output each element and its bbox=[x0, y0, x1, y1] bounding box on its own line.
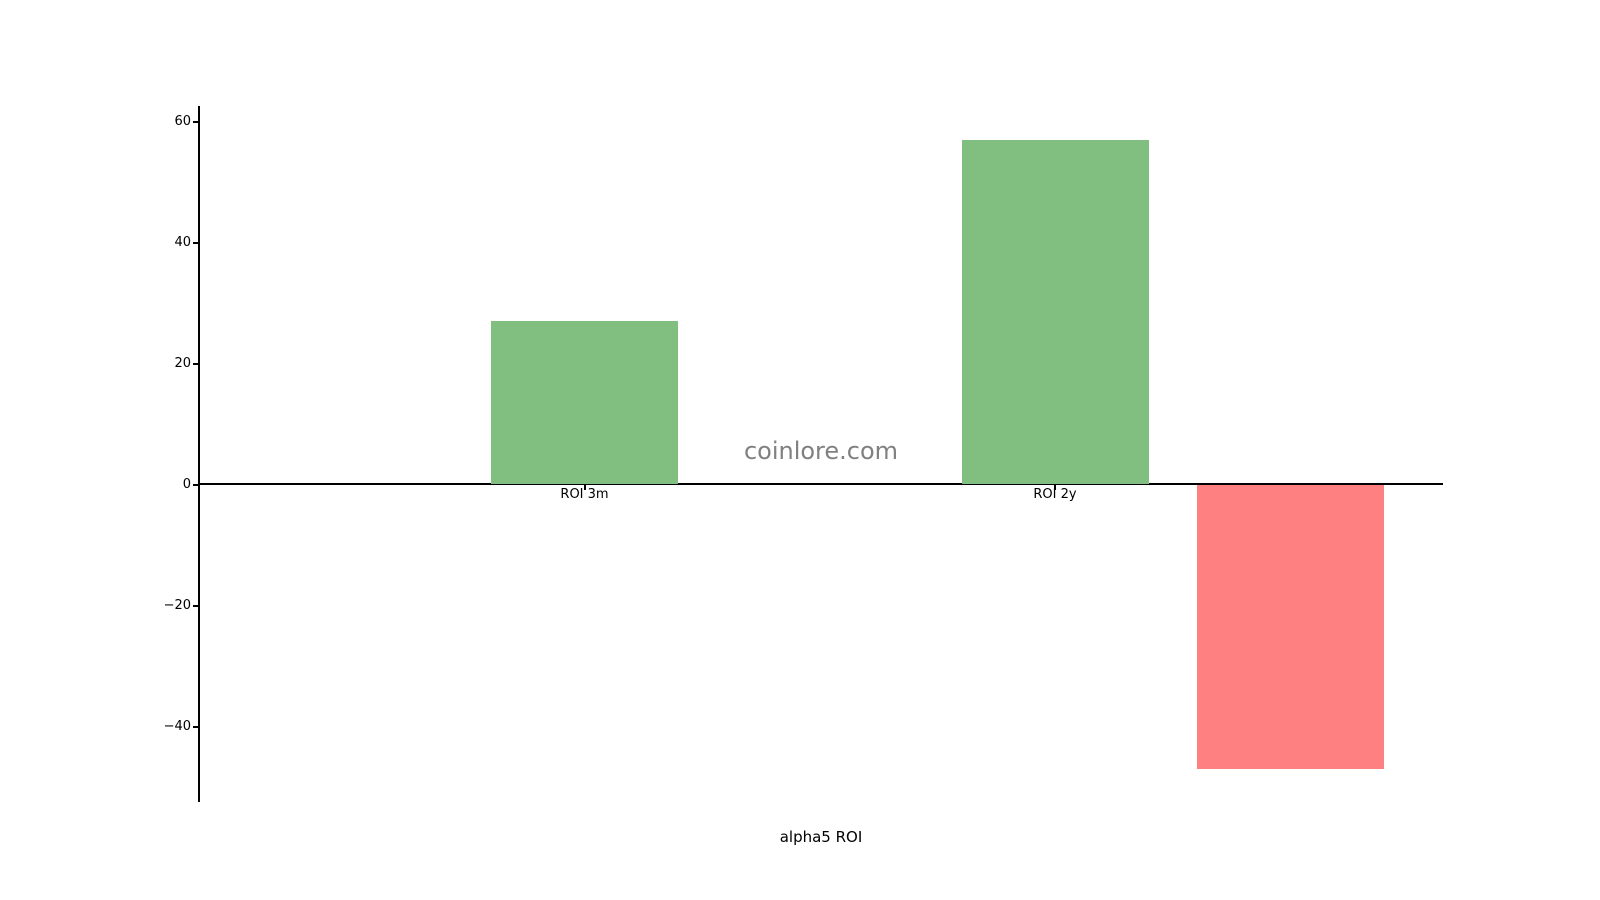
y-tick-mark bbox=[193, 725, 199, 728]
y-tick-label: −40 bbox=[163, 718, 191, 734]
y-tick-label: 60 bbox=[174, 113, 191, 129]
x-axis-title: alpha5 ROI bbox=[779, 828, 863, 846]
y-tick-mark bbox=[193, 241, 199, 244]
bar-roi-3m bbox=[491, 321, 678, 485]
x-tick-label: ROI 2y bbox=[1033, 487, 1077, 502]
y-tick-mark bbox=[193, 604, 199, 607]
x-axis-zero-line bbox=[199, 483, 1443, 485]
y-tick-mark bbox=[193, 362, 199, 365]
y-tick-label: 40 bbox=[174, 234, 191, 250]
y-tick-mark bbox=[193, 120, 199, 123]
bar-roi-2y bbox=[961, 139, 1149, 485]
bar-unlabeled bbox=[1197, 484, 1384, 769]
y-tick-mark bbox=[193, 483, 199, 486]
y-axis-line bbox=[198, 106, 200, 802]
x-tick-label: ROI 3m bbox=[560, 487, 609, 502]
x-tick-mark bbox=[1054, 484, 1056, 490]
x-tick-mark bbox=[583, 484, 586, 490]
y-tick-label: −20 bbox=[163, 597, 191, 613]
y-tick-label: 0 bbox=[182, 476, 191, 492]
y-tick-label: 20 bbox=[174, 355, 191, 371]
watermark: coinlore.com bbox=[743, 437, 899, 465]
